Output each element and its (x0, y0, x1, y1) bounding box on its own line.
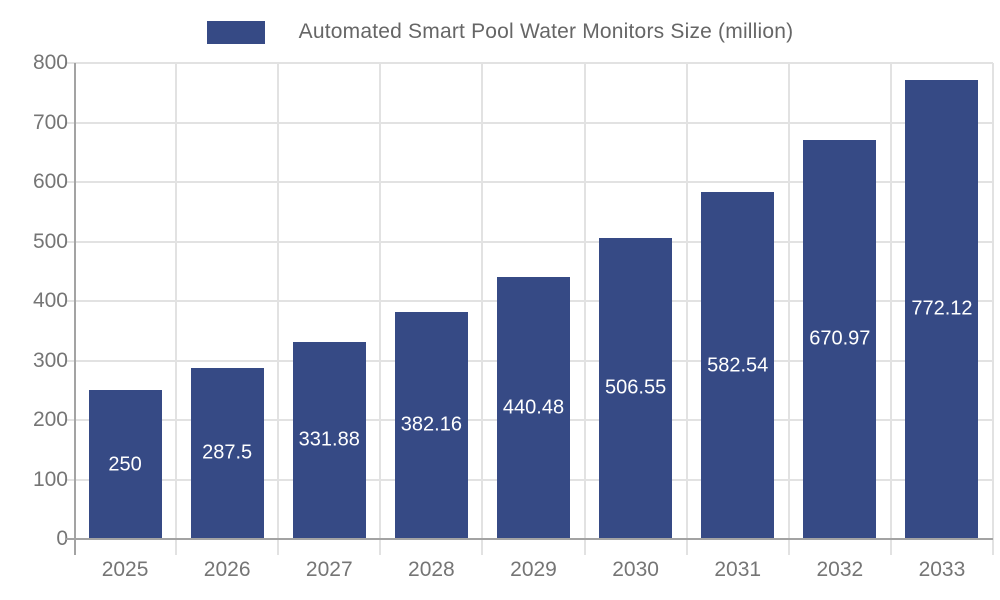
bar-2026 (190, 367, 264, 539)
bar-value-label: 670.97 (809, 327, 871, 350)
y-tick-label: 0 (56, 527, 68, 550)
v-gridline (277, 63, 280, 555)
y-tick-label: 500 (32, 229, 68, 253)
bar-value-label: 440.48 (502, 396, 565, 419)
bar-2031 (701, 192, 775, 539)
bar-2033 (905, 79, 979, 539)
plot-area: 250 287.5 331.88 382.16 440.48 506.55 582.54 67… (65, 62, 994, 555)
chart-legend: Automated Smart Pool Water Monitors Size… (0, 14, 1000, 50)
bar-value-label: 506.55 (605, 376, 667, 399)
v-gridline (787, 63, 790, 555)
bar-value-label: 287.5 (202, 441, 253, 464)
v-gridline (889, 63, 892, 555)
y-tick-label: 700 (32, 110, 68, 134)
y-tick-label: 300 (32, 348, 68, 372)
bar-2032 (803, 139, 877, 539)
x-tick-label: 2025 (101, 558, 149, 581)
y-axis-line (74, 63, 76, 555)
bar-value-label: 772.12 (911, 297, 973, 320)
v-gridline (583, 63, 586, 555)
h-gridline (65, 181, 993, 183)
bar-value-label: 382.16 (400, 413, 462, 436)
y-tick-label: 600 (32, 170, 68, 193)
bar-value-label: 250 (108, 453, 142, 476)
y-tick-label: 400 (32, 289, 68, 312)
x-tick-label: 2026 (203, 558, 251, 581)
x-tick-label: 2027 (305, 558, 353, 581)
y-tick-label: 100 (32, 467, 68, 491)
h-gridline (65, 62, 993, 64)
v-gridline (992, 63, 994, 555)
bar-2027 (292, 341, 366, 539)
v-gridline (481, 63, 484, 555)
h-gridline (65, 121, 993, 124)
x-tick-label: 2030 (612, 558, 659, 581)
bar-value-label: 331.88 (298, 428, 360, 451)
v-gridline (175, 63, 178, 555)
legend-swatch (206, 20, 265, 44)
bar-value-label: 582.54 (707, 354, 769, 377)
x-tick-label: 2033 (918, 558, 966, 581)
x-tick-label: 2031 (714, 558, 762, 581)
v-gridline (685, 63, 688, 555)
h-gridline (65, 240, 993, 243)
v-gridline (379, 63, 382, 555)
legend-label: Automated Smart Pool Water Monitors Size… (298, 20, 794, 43)
bar-2029 (496, 276, 570, 539)
x-axis-line (65, 538, 993, 540)
x-tick-label: 2032 (816, 558, 864, 581)
bar-2030 (599, 237, 673, 539)
x-tick-label: 2029 (510, 558, 557, 581)
y-tick-label: 200 (32, 408, 68, 431)
x-tick-label: 2028 (408, 558, 455, 581)
y-tick-label: 800 (32, 51, 68, 74)
bar-2025 (88, 390, 162, 539)
bar-2028 (394, 311, 468, 539)
